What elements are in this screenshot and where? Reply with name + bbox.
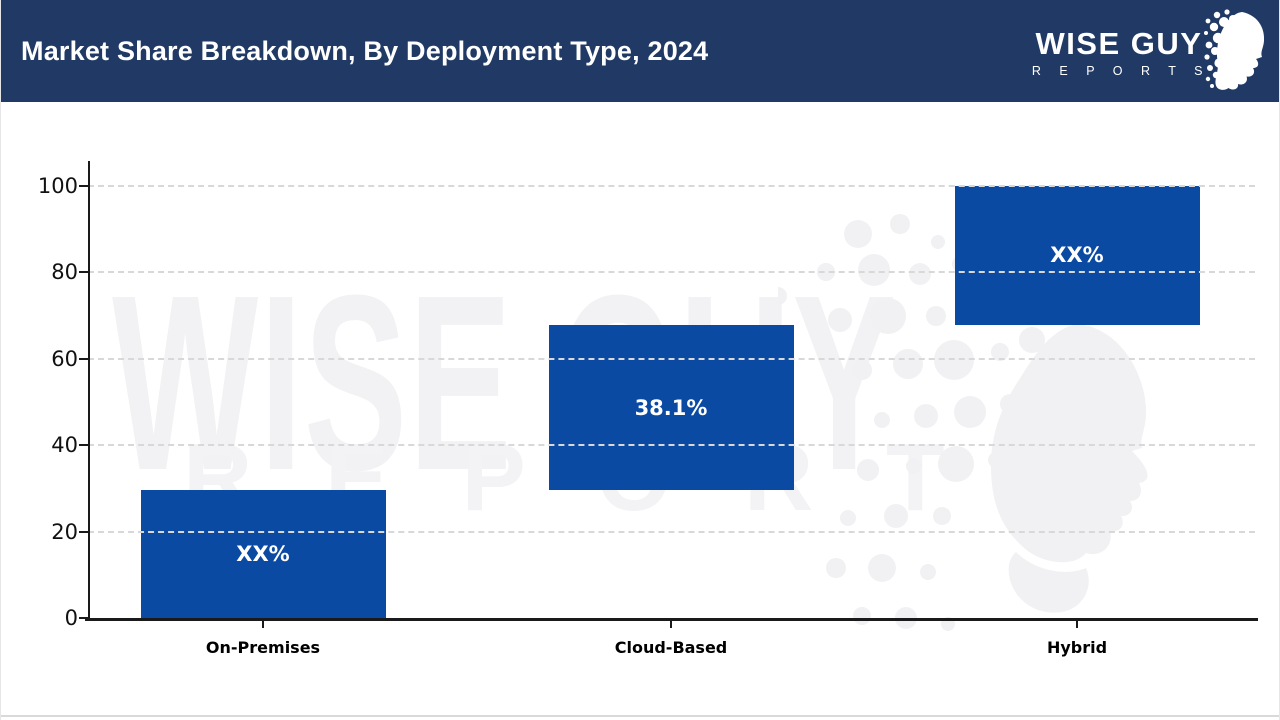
gridline-20 bbox=[88, 530, 1255, 533]
page-title: Market Share Breakdown, By Deployment Ty… bbox=[21, 35, 709, 66]
dotted-face-profile-icon bbox=[1202, 7, 1274, 97]
logo-subtitle: R E P O R T S bbox=[1031, 63, 1210, 78]
y-tick-mark bbox=[79, 357, 88, 360]
x-tick-mark bbox=[670, 619, 672, 628]
gridline-60 bbox=[88, 357, 1255, 360]
x-axis-label: On-Premises bbox=[205, 638, 321, 657]
gridline-80 bbox=[88, 271, 1255, 274]
gridline-40 bbox=[88, 444, 1255, 447]
gridline-100 bbox=[88, 184, 1255, 187]
y-tick-label: 0 bbox=[64, 606, 78, 630]
y-tick-label: 60 bbox=[51, 346, 78, 371]
y-tick-label: 20 bbox=[51, 519, 78, 544]
header-bar: Market Share Breakdown, By Deployment Ty… bbox=[0, 0, 1280, 102]
y-tick-label: 40 bbox=[51, 433, 78, 458]
y-tick-mark bbox=[79, 271, 88, 274]
y-tick-label: 100 bbox=[37, 173, 78, 198]
bar-value-label: XX% bbox=[236, 542, 290, 566]
y-tick-mark bbox=[79, 184, 88, 187]
bar-hybrid bbox=[954, 185, 1200, 326]
bar-value-label: XX% bbox=[1050, 243, 1104, 268]
bar-on-premises bbox=[140, 490, 386, 618]
y-tick-mark bbox=[79, 617, 88, 619]
watermark-face-icon bbox=[769, 212, 1178, 656]
x-tick-mark bbox=[1076, 619, 1078, 628]
bar-value-label: 38.1% bbox=[634, 395, 708, 420]
logo-text: WISE GUY R E P O R T S bbox=[1028, 25, 1210, 78]
y-tick-mark bbox=[79, 530, 88, 533]
bar-cloud-based bbox=[548, 325, 794, 490]
logo-wordmark: WISE GUY bbox=[1035, 25, 1203, 61]
x-axis-label: Cloud-Based bbox=[614, 638, 728, 657]
wise-guy-reports-logo: WISE GUY R E P O R T S bbox=[1028, 8, 1274, 96]
x-axis-label: Hybrid bbox=[1046, 638, 1108, 657]
bottom-divider bbox=[0, 715, 1280, 717]
y-axis-line bbox=[88, 161, 90, 620]
y-tick-label: 80 bbox=[51, 260, 78, 285]
x-tick-mark bbox=[262, 619, 264, 628]
y-tick-mark bbox=[79, 444, 88, 447]
